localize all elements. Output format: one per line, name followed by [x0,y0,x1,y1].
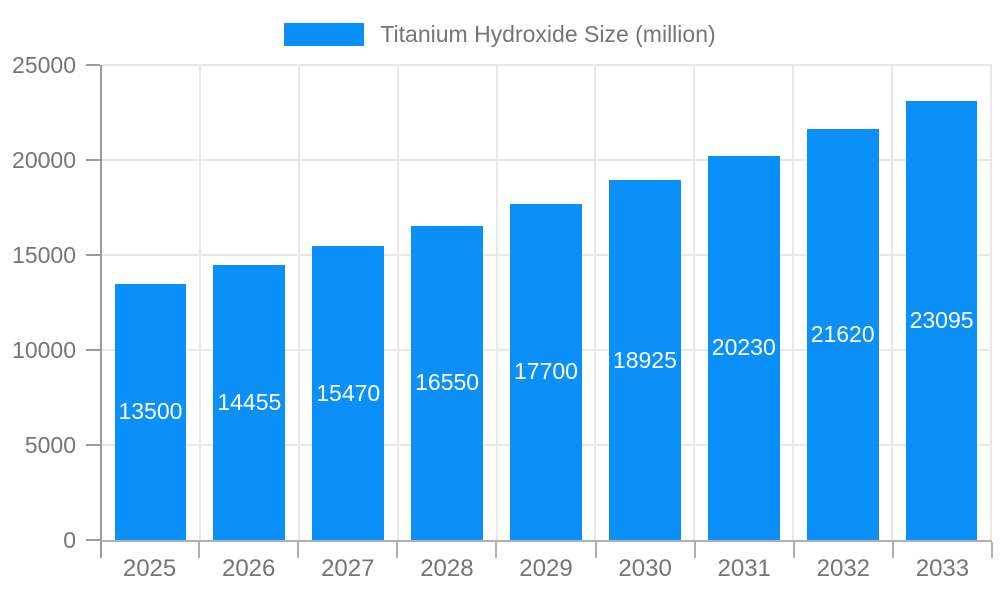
x-tick-label-2031: 2031 [717,555,771,582]
y-tick-mark [86,349,100,351]
x-tick-mark [297,542,300,558]
x-tick-label-2033: 2033 [915,555,970,582]
plot-area: 13500 14455 15470 16550 17700 18925 20230 21620… [100,64,993,542]
x-tick-mark [891,542,894,558]
bar-2027[interactable]: 15470 [312,246,385,540]
legend-color-swatch [284,22,365,46]
y-tick-mark [86,444,100,446]
y-tick-label: 5000 [24,432,76,458]
category-cell-2027: 15470 [300,65,399,540]
bar-value-label: 15470 [316,379,381,406]
x-tick-label-2028: 2028 [420,555,474,582]
bar-value-label: 20230 [711,334,776,361]
bar-value-label: 23095 [909,307,974,334]
category-cell-2031: 20230 [695,65,795,540]
bar-value-label: 21620 [810,321,875,348]
x-tick-mark [693,542,696,558]
x-tick-mark [198,542,201,558]
bar-value-label: 17700 [514,358,578,385]
x-tick-label-2025: 2025 [122,555,177,582]
x-tick-mark [594,542,597,558]
cells-layer: 13500 14455 15470 16550 17700 18925 20230 21620… [102,65,993,540]
category-cell-2026: 14455 [201,65,300,540]
x-axis-ticks [100,542,993,558]
bar-2029[interactable]: 17700 [510,203,582,540]
h-gridline-25000 [102,64,992,66]
category-cell-2028: 16550 [399,65,498,540]
y-axis: 0 5000 10000 15000 20000 25000 [0,52,100,553]
legend: Titanium Hydroxide Size (million) [0,20,1000,48]
y-tick-mark [86,254,100,256]
bar-2030[interactable]: 18925 [609,180,681,540]
x-tick-label-2027: 2027 [321,555,375,582]
x-tick-mark [792,542,795,558]
x-tick-label-2026: 2026 [221,555,276,582]
y-tick-label: 20000 [12,147,76,173]
x-tick-mark [396,542,399,558]
y-tick-label: 0 [63,527,76,553]
x-tick-label-2029: 2029 [519,555,573,582]
h-gridline-20000 [102,159,992,161]
category-cell-2029: 17700 [498,65,597,540]
bar-2033[interactable]: 23095 [905,101,978,540]
x-axis-labels: 2025 2026 2027 2028 2029 2030 2031 2032 2033 [100,552,992,586]
bar-value-label: 14455 [217,389,282,416]
bar-value-label: 18925 [612,346,677,373]
bar-2032[interactable]: 21620 [806,129,879,540]
bar-value-label: 13500 [118,398,183,425]
bar-2031[interactable]: 20230 [707,155,780,540]
x-tick-mark [495,542,498,558]
bar-2026[interactable]: 14455 [213,265,286,540]
category-cell-2025: 13500 [102,65,201,540]
x-tick-mark [100,542,102,558]
y-tick-mark [86,159,100,161]
y-tick-mark [86,64,100,66]
category-cell-2033: 23095 [893,65,993,540]
y-tick-mark [86,539,100,541]
category-cell-2030: 18925 [596,65,696,540]
bar-2028[interactable]: 16550 [411,225,483,540]
y-tick-label: 10000 [12,337,76,363]
category-cell-2032: 21620 [794,65,894,540]
x-tick-label-2032: 2032 [816,555,871,582]
x-tick-mark [991,542,993,558]
bar-value-label: 16550 [415,369,480,396]
bar-2025[interactable]: 13500 [114,283,187,540]
x-tick-label-2030: 2030 [618,555,672,582]
legend-label: Titanium Hydroxide Size (million) [380,20,716,47]
y-tick-label: 25000 [12,52,76,78]
y-tick-label: 15000 [12,242,76,268]
